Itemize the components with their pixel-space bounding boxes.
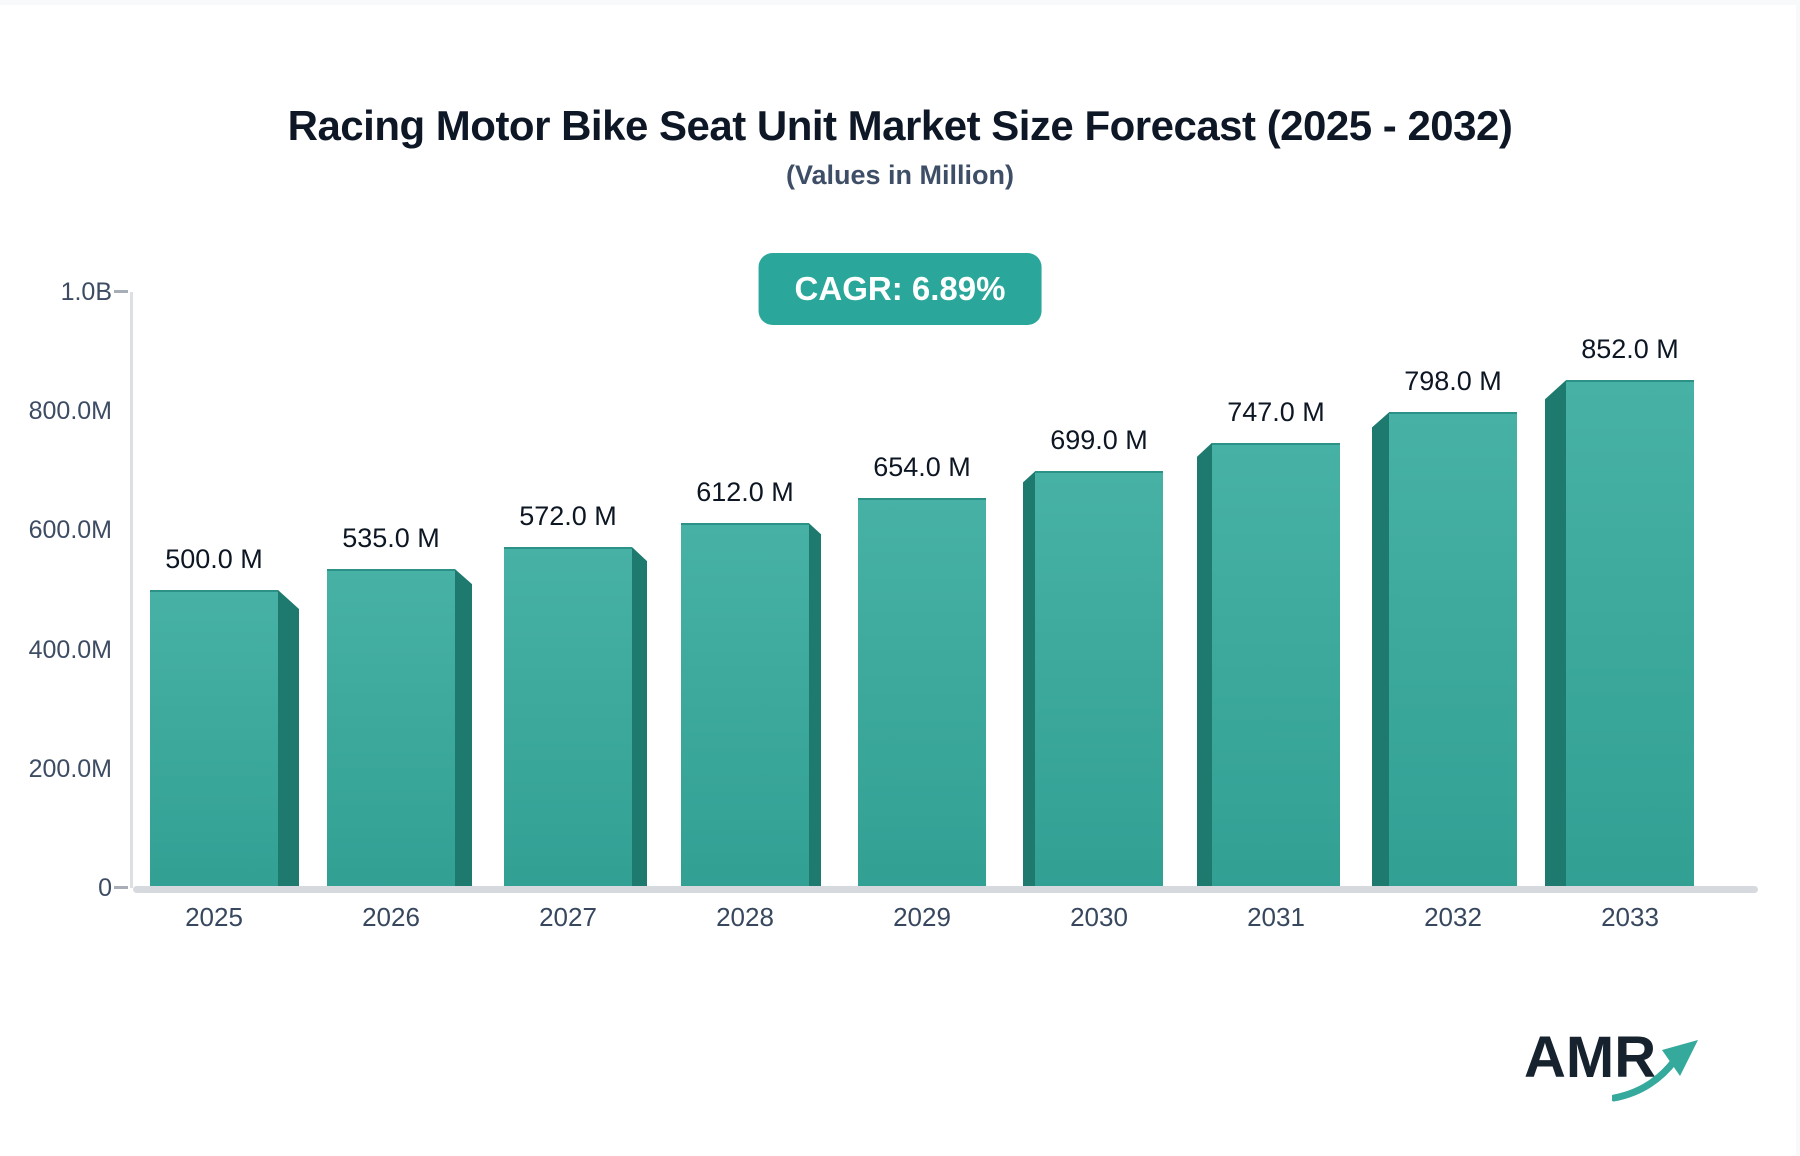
bar-side-face [632,547,647,892]
logo-text: AMR [1524,1025,1657,1090]
bar-side-face [1372,412,1389,892]
x-axis-label: 2030 [1070,902,1128,932]
arrow-tail [1612,1056,1679,1102]
y-axis-label: 200.0M [28,754,112,783]
x-axis-label: 2033 [1601,902,1659,932]
y-axis-tick [114,886,128,889]
bar-2033 [1566,380,1694,892]
bar-value-label: 747.0 M [1227,396,1325,427]
x-axis-label: 2027 [539,902,597,932]
y-axis-label: 1.0B [60,278,112,306]
bar-2028 [681,523,809,892]
card-right-edge [1796,0,1800,1156]
bar-value-label: 699.0 M [1050,425,1148,456]
bar-2029 [858,498,986,892]
bar-value-label: 654.0 M [873,452,971,483]
bar-2025 [150,590,278,892]
amr-logo: AMR [1524,1024,1724,1114]
bar-value-label: 535.0 M [342,523,440,554]
x-axis-baseline [133,886,1758,893]
x-axis-label: 2028 [716,902,774,932]
growth-arrow-icon [1612,1040,1698,1102]
x-axis-label: 2032 [1424,902,1482,932]
y-axis-label: 600.0M [28,516,112,545]
y-axis-label: 800.0M [28,397,112,426]
x-axis-label: 2029 [893,902,951,932]
bar-value-label: 612.0 M [696,477,794,508]
arrow-head [1662,1040,1698,1076]
chart-title: Racing Motor Bike Seat Unit Market Size … [287,102,1513,149]
bar-value-label: 500.0 M [165,544,263,574]
bar-2030 [1035,471,1163,892]
y-axis-label: 0 [98,874,112,902]
y-axis-tick [114,290,128,293]
bar-2026 [327,569,455,892]
bar-side-face [1545,380,1566,892]
bar-value-label: 572.0 M [519,501,617,532]
chart-subtitle: (Values in Million) [785,160,1015,190]
bar-side-face [455,569,472,892]
card-top-edge [0,0,1800,5]
bar-side-face [278,590,299,892]
bar-side-face [1197,442,1212,892]
bar-value-label: 852.0 M [1581,334,1679,365]
bar-side-face [809,523,821,892]
bar-side-face [1023,471,1035,892]
y-axis-line [130,292,133,888]
cagr-badge: CAGR: 6.89% [758,253,1042,325]
x-axis-label: 2031 [1247,902,1305,932]
bar-2032 [1389,412,1517,892]
x-axis-label: 2025 [185,902,243,932]
y-axis-label: 400.0M [28,635,112,664]
x-axis-label: 2026 [362,902,420,932]
bar-2031 [1212,442,1340,892]
bar-2027 [504,547,632,892]
bar-value-label: 798.0 M [1404,366,1502,397]
